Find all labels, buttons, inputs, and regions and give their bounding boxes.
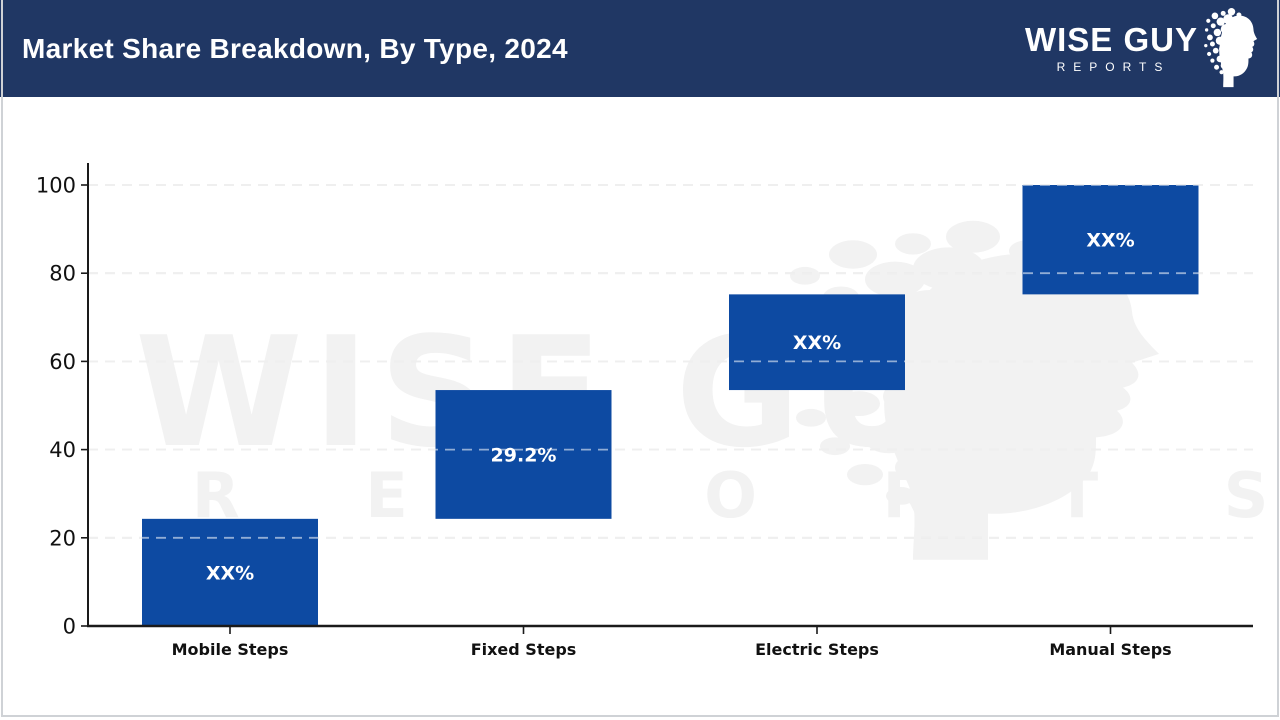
y-tick-label: 80 (49, 262, 76, 286)
header-bar: Market Share Breakdown, By Type, 2024 WI… (0, 0, 1280, 97)
y-tick-label: 100 (36, 174, 76, 198)
bar-value-label: XX% (793, 332, 841, 354)
watermark-subtitle: R E P O R T S (192, 459, 1280, 532)
y-tick-label: 60 (49, 350, 76, 374)
page-title: Market Share Breakdown, By Type, 2024 (22, 32, 568, 64)
wiseguy-logo: WISE GUY REPORTS (1025, 7, 1258, 91)
x-category-label: Mobile Steps (172, 640, 289, 659)
bar-value-label: 29.2% (491, 444, 557, 466)
bar-value-label: XX% (206, 562, 254, 584)
y-tick-label: 40 (49, 438, 76, 462)
bar-fixed-steps (435, 390, 612, 519)
wiseguy-face-icon (1204, 7, 1258, 87)
chart-area: WISE GUY R E P O R T S XX% 29.2% XX% XX% 0 20 40… (0, 97, 1280, 717)
logo-wordmark: WISE GUY (1024, 21, 1198, 58)
x-category-label: Fixed Steps (471, 640, 577, 659)
x-category-label: Electric Steps (755, 640, 879, 659)
bar-value-label: XX% (1086, 230, 1134, 252)
bar-electric-steps (729, 294, 905, 391)
y-tick-label: 20 (49, 526, 76, 550)
wiseguy-logo-text: WISE GUY REPORTS (1025, 23, 1198, 74)
bar-mobile-steps (142, 518, 318, 626)
bar-manual-steps (1022, 185, 1199, 295)
y-tick-label: 0 (63, 615, 76, 639)
logo-subtitle: REPORTS (1056, 60, 1171, 74)
x-category-label: Manual Steps (1049, 640, 1171, 659)
